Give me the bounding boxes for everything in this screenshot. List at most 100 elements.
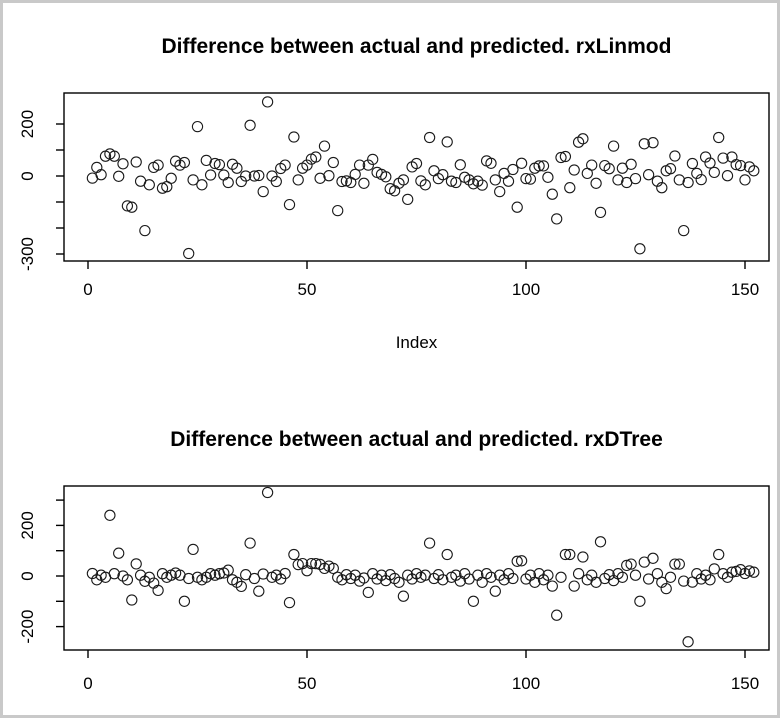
data-point [253,169,265,182]
data-point [564,182,576,194]
data-point [261,486,274,499]
data-point [603,569,615,581]
data-point [507,572,519,585]
data-point [336,175,348,188]
data-point [279,159,291,171]
data-point [441,136,453,148]
y-tick-label: 200 [18,110,37,138]
data-point [327,562,339,575]
x-tick-label: 100 [512,280,540,299]
chart-title-rxdtree: Difference between actual and predicted.… [170,428,663,451]
data-point [739,174,751,186]
data-point [682,636,694,648]
data-point [257,185,269,198]
data-point [441,548,453,561]
data-point [743,161,756,173]
data-point [380,171,392,183]
data-point [270,175,282,188]
data-point [625,158,637,170]
data-point [402,193,414,206]
data-point [419,179,431,191]
data-point [397,174,410,186]
scatter-plots-canvas: 0 50 100 150 200 0 -300 0 50 100 150 200 0 -200 [18,92,770,693]
data-point [139,575,151,587]
data-point [647,552,659,564]
data-point [222,176,234,189]
data-point [489,585,501,597]
data-point [533,160,545,172]
data-point [104,509,116,521]
x-tick-label: 0 [83,674,92,693]
data-point [590,177,602,189]
data-point [673,558,685,570]
data-point [332,204,344,217]
data-point [515,157,528,169]
data-point [327,156,339,169]
data-point [130,558,142,570]
data-point [476,179,488,191]
data-point [121,200,134,212]
data-point [222,564,234,576]
data-point [748,165,760,177]
y-tick-label: -200 [18,610,37,644]
y-tick-label: 0 [18,571,37,580]
data-point [283,596,296,609]
data-point [253,585,265,597]
data-point [130,156,142,168]
data-point [634,595,646,607]
data-point [323,170,335,182]
data-point [353,159,366,171]
data-point [244,537,256,549]
data-point [612,174,624,186]
data-point [577,551,589,563]
y-tick-label: 0 [18,171,37,180]
data-point [524,173,537,185]
data-point [226,158,239,170]
data-point [200,571,212,583]
data-point [349,168,361,181]
data-point [450,569,462,581]
x-tick-label: 50 [298,280,317,299]
data-point [551,213,563,225]
data-point [726,566,738,578]
data-point [183,247,195,260]
data-point [283,198,296,211]
data-point [86,567,99,580]
data-point [108,150,120,162]
data-point [380,574,392,587]
data-point [695,173,707,186]
data-point [568,164,580,176]
data-point [437,574,449,586]
data-point [691,167,703,180]
data-point [450,176,462,189]
data-point [638,138,650,150]
data-point [577,133,589,145]
data-point [533,568,545,580]
data-point [415,175,427,187]
data-point [358,572,370,584]
data-point [572,568,585,580]
data-point [559,150,572,163]
data-point [113,547,125,559]
data-point [546,580,558,592]
data-point [397,590,410,602]
x-axis-label-index: Index [395,333,438,352]
data-point [204,568,217,580]
data-point [292,558,304,571]
data-point [169,155,182,167]
plot-box [63,92,770,262]
y-tick-label: 200 [18,511,37,539]
data-point [191,120,204,133]
data-point [139,224,151,237]
data-point [261,96,274,108]
data-point [642,573,655,585]
data-point [423,537,436,549]
data-point [498,574,510,586]
data-point [559,548,572,561]
y-tick-label: -300 [18,237,37,271]
data-point [292,174,304,186]
x-tick-label: 150 [731,674,759,693]
data-point [721,170,734,182]
data-point [279,567,291,580]
